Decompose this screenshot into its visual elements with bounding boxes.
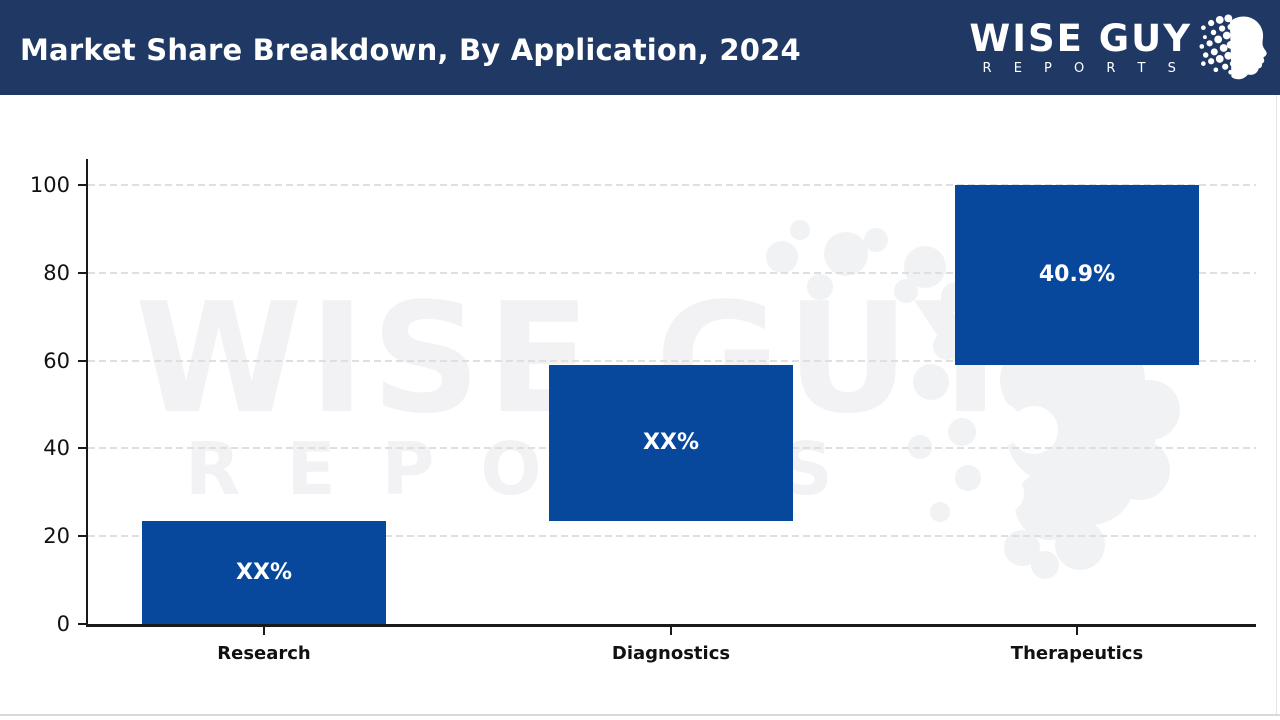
y-tick-label-0: 0: [56, 612, 70, 636]
y-tick-label-20: 20: [43, 524, 70, 549]
y-tick-label-100: 100: [29, 173, 70, 197]
y-tick-label-40: 40: [43, 436, 70, 461]
x-tick-research: [263, 627, 265, 635]
right-divider: [1276, 95, 1277, 714]
gridline-20: [88, 535, 1256, 538]
y-tick-label-60: 60: [43, 348, 70, 373]
y-axis: [86, 159, 88, 626]
bar-research: XX%: [142, 520, 386, 624]
category-label-diagnostics: Diagnostics: [611, 643, 731, 664]
y-tick-60: [78, 359, 88, 362]
wiseguy-face-icon: [1199, 14, 1267, 80]
header-bar: Market Share Breakdown, By Application, …: [0, 0, 1280, 95]
category-label-research: Research: [217, 643, 311, 664]
bar-value-label: XX%: [236, 559, 292, 585]
y-tick-20: [78, 535, 88, 538]
chart-title: Market Share Breakdown, By Application, …: [20, 33, 801, 67]
x-tick-diagnostics: [670, 627, 672, 635]
chart-canvas: WISE GUY REPORTS XX% XX: [0, 95, 1280, 720]
y-tick-label-80: 80: [43, 260, 70, 285]
gridline-80: [88, 271, 1256, 274]
bar-diagnostics: XX%: [549, 364, 793, 521]
category-label-therapeutics: Therapeutics: [1010, 643, 1144, 664]
plot-area: XX% XX% 40.9% 0 20 40 60 80 100 Research Diagnost…: [30, 159, 1256, 664]
logo-subtitle: R E P O R T S: [982, 60, 1185, 76]
bar-value-label: 40.9%: [1038, 262, 1116, 288]
wiseguy-logo: WISE GUY R E P O R T S: [969, 4, 1272, 92]
y-tick-100: [78, 184, 88, 186]
y-tick-40: [78, 447, 88, 450]
bottom-divider: [0, 714, 1280, 716]
y-tick-0: [78, 623, 88, 625]
x-tick-therapeutics: [1076, 627, 1078, 635]
y-tick-80: [78, 271, 88, 274]
x-axis: [86, 624, 1256, 627]
bar-therapeutics: 40.9%: [955, 185, 1199, 365]
gridline-100: [88, 184, 1256, 186]
gridline-60: [88, 359, 1256, 362]
bar-value-label: XX%: [643, 430, 699, 456]
logo-wordmark: WISE GUY: [969, 17, 1192, 61]
wiseguy-logo-text: WISE GUY R E P O R T S: [969, 17, 1192, 76]
